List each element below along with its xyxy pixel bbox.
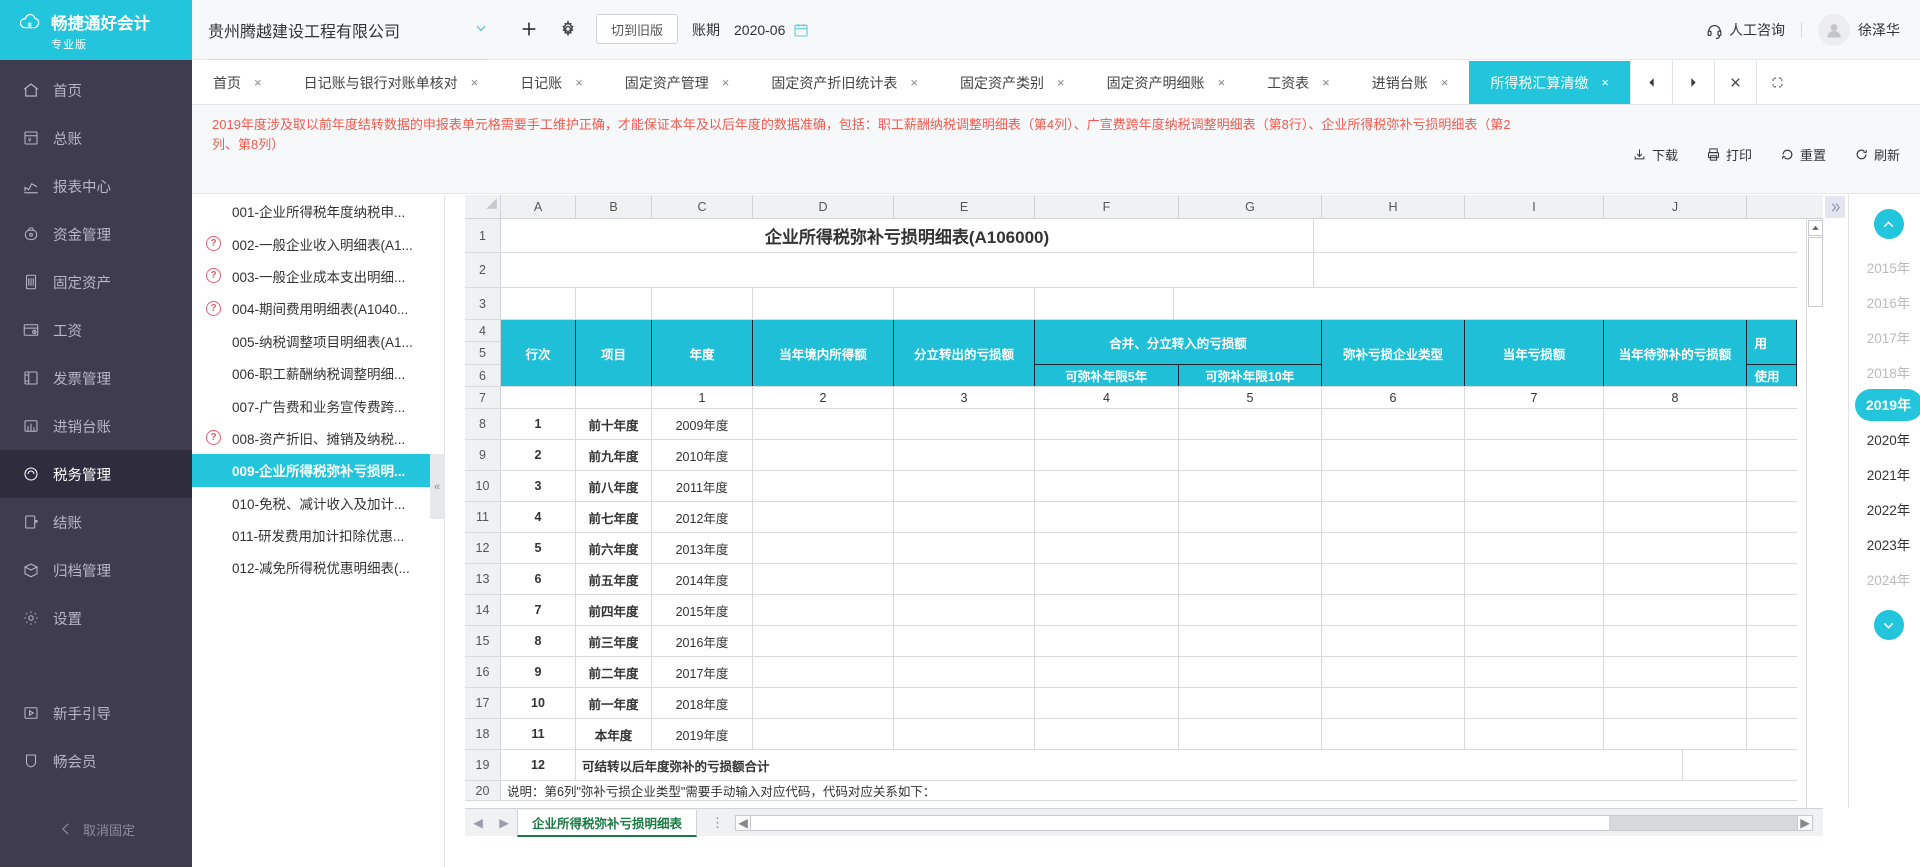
svg-text:¥: ¥ <box>28 138 32 144</box>
